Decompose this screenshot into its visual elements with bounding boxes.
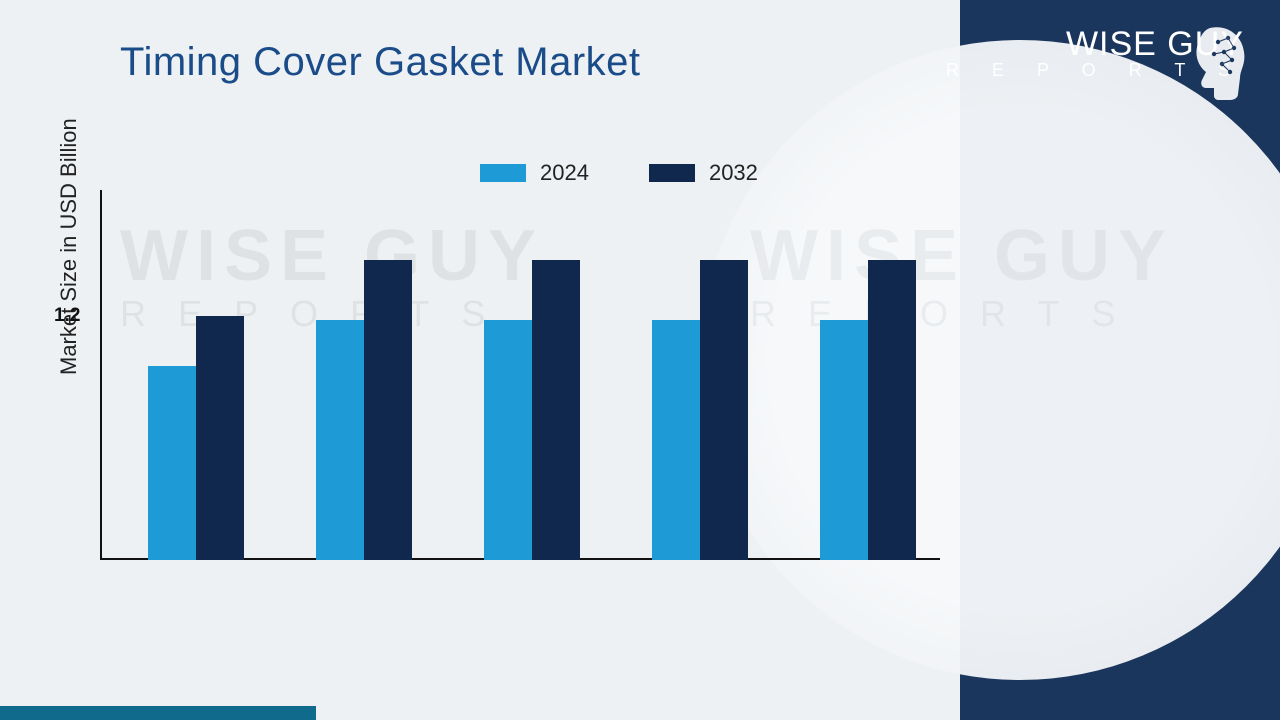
bar-2024 [484,320,532,561]
bar-2024 [316,320,364,561]
legend-item-2024: 2024 [480,160,589,186]
y-axis-label: Market Size in USD Billion [56,118,82,375]
brand-logo: WISE GUY R E P O R T S [946,30,1244,78]
bar-2024 [652,320,700,561]
bar-2024 [148,366,196,560]
y-tick-label: 1.2 [54,305,80,327]
legend-swatch [480,164,526,182]
chart-plot-area: 1.2NORTH AMERICAEUROPESOUTH AMERICAASIA … [100,190,940,560]
chart-title: Timing Cover Gasket Market [120,40,641,85]
chart-legend: 2024 2032 [480,160,758,186]
footer-accent-strip [0,706,316,720]
brain-head-icon [1184,24,1254,104]
legend-label: 2032 [709,160,758,186]
bar-2032 [532,260,580,560]
legend-label: 2024 [540,160,589,186]
bar-2032 [868,260,916,560]
bar-2032 [364,260,412,560]
bar-2032 [196,316,244,560]
bar-2024 [820,320,868,561]
legend-swatch [649,164,695,182]
bar-2032 [700,260,748,560]
legend-item-2032: 2032 [649,160,758,186]
y-axis [100,190,102,560]
